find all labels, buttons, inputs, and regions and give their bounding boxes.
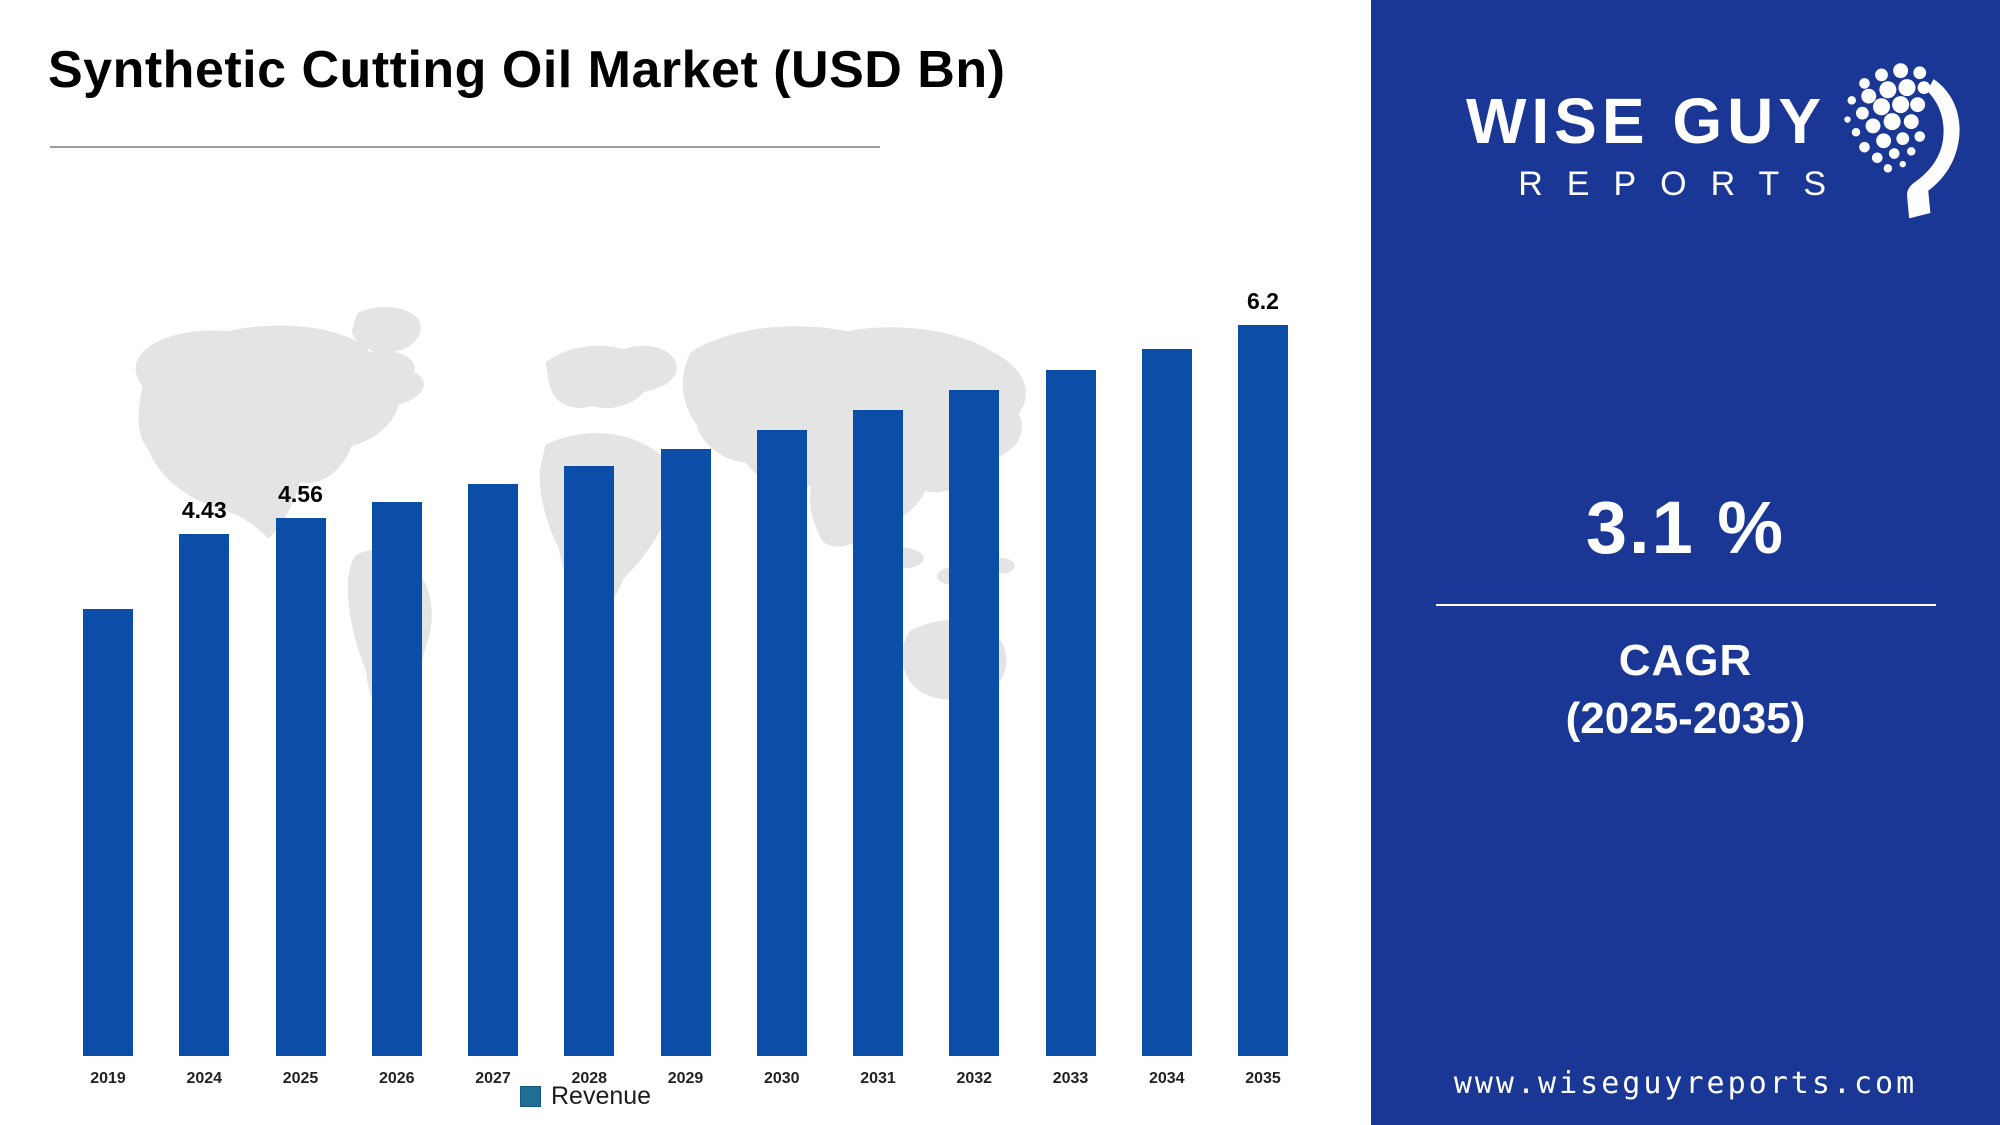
bar-column-2024: 4.43 2024 (179, 266, 230, 1087)
cagr-range: (2025-2035) (1565, 694, 1806, 743)
revenue-bar (564, 466, 615, 1056)
bar-chart: 2019 4.43 2024 4.56 2025 2026 2027 2028 2029 2030… (83, 266, 1288, 1087)
x-axis-tick-label: 2019 (90, 1070, 126, 1087)
website-url: www.wiseguyreports.com (1453, 1066, 1918, 1101)
revenue-bar (371, 502, 422, 1056)
bar-column-2031: 2031 (853, 266, 903, 1087)
x-axis-tick-label: 2032 (956, 1070, 993, 1087)
x-axis-tick-label: 2033 (1052, 1070, 1089, 1087)
bar-value-label: 4.43 (181, 497, 227, 523)
x-axis-tick-label: 2028 (571, 1070, 608, 1087)
bar-value-label: 6.2 (1247, 288, 1279, 314)
legend-swatch-revenue (520, 1086, 541, 1107)
x-axis-tick-label: 2034 (1148, 1070, 1185, 1087)
bar-column-2029: 2029 (660, 266, 711, 1087)
logo-reports: REPORTS (1518, 165, 1850, 204)
cagr-block: 3.1 % CAGR (2025-2035) (1371, 485, 2000, 744)
cagr-value: 3.1 % (1585, 486, 1786, 569)
logo-wise-guy: WISE GUY (1465, 85, 1826, 157)
title-divider (50, 146, 880, 148)
bar-column-2026: 2026 (371, 266, 422, 1087)
bar-column-2033: 2033 (1045, 266, 1096, 1087)
revenue-bar (756, 430, 807, 1056)
legend-label: Revenue (551, 1082, 652, 1110)
bar-column-2027: 2027 (468, 266, 518, 1087)
revenue-bar (660, 449, 711, 1056)
x-axis-tick-label: 2025 (282, 1070, 319, 1087)
cagr-divider (1435, 604, 1936, 606)
bar-value-label: 4.56 (278, 481, 323, 507)
revenue-bar (853, 410, 903, 1056)
bar-column-2025: 4.56 2025 (275, 266, 326, 1087)
revenue-bar (468, 484, 518, 1056)
revenue-bar (1141, 349, 1192, 1056)
brand-panel: WISE GUY REPORTS 3.1 % CAGR (2025-2035) … (1371, 0, 2000, 1125)
revenue-bar (275, 518, 326, 1056)
legend: Revenue (520, 1082, 651, 1111)
bar-column-2019: 2019 (83, 266, 133, 1087)
x-axis-tick-label: 2026 (378, 1070, 415, 1087)
chart-area: Synthetic Cutting Oil Market (USD Bn) 20… (48, 41, 1288, 1111)
x-axis-tick-label: 2030 (763, 1070, 800, 1087)
revenue-bar (949, 390, 1000, 1056)
chart-title: Synthetic Cutting Oil Market (USD Bn) (48, 41, 1006, 99)
x-axis-tick-label: 2029 (667, 1070, 704, 1087)
cagr-label: CAGR (1618, 636, 1753, 685)
bar-column-2028: 2028 (564, 266, 615, 1087)
bar-column-2030: 2030 (756, 266, 807, 1087)
bar-column-2032: 2032 (949, 266, 1000, 1087)
x-axis-tick-label: 2035 (1245, 1070, 1281, 1087)
logo-text: WISE GUY REPORTS (1465, 85, 1826, 204)
x-axis-tick-label: 2024 (186, 1070, 223, 1087)
x-axis-tick-label: 2031 (860, 1070, 896, 1087)
revenue-bar (83, 609, 133, 1056)
revenue-bar (1238, 325, 1288, 1056)
wise-guy-reports-logo: WISE GUY REPORTS (1371, 60, 2000, 230)
bar-column-2034: 2034 (1141, 266, 1192, 1087)
dotted-head-icon (1844, 63, 1960, 219)
bar-column-2035: 6.2 2035 (1238, 266, 1288, 1087)
revenue-bar (1045, 370, 1096, 1056)
x-axis-tick-label: 2027 (475, 1070, 511, 1087)
revenue-bar (179, 534, 230, 1056)
